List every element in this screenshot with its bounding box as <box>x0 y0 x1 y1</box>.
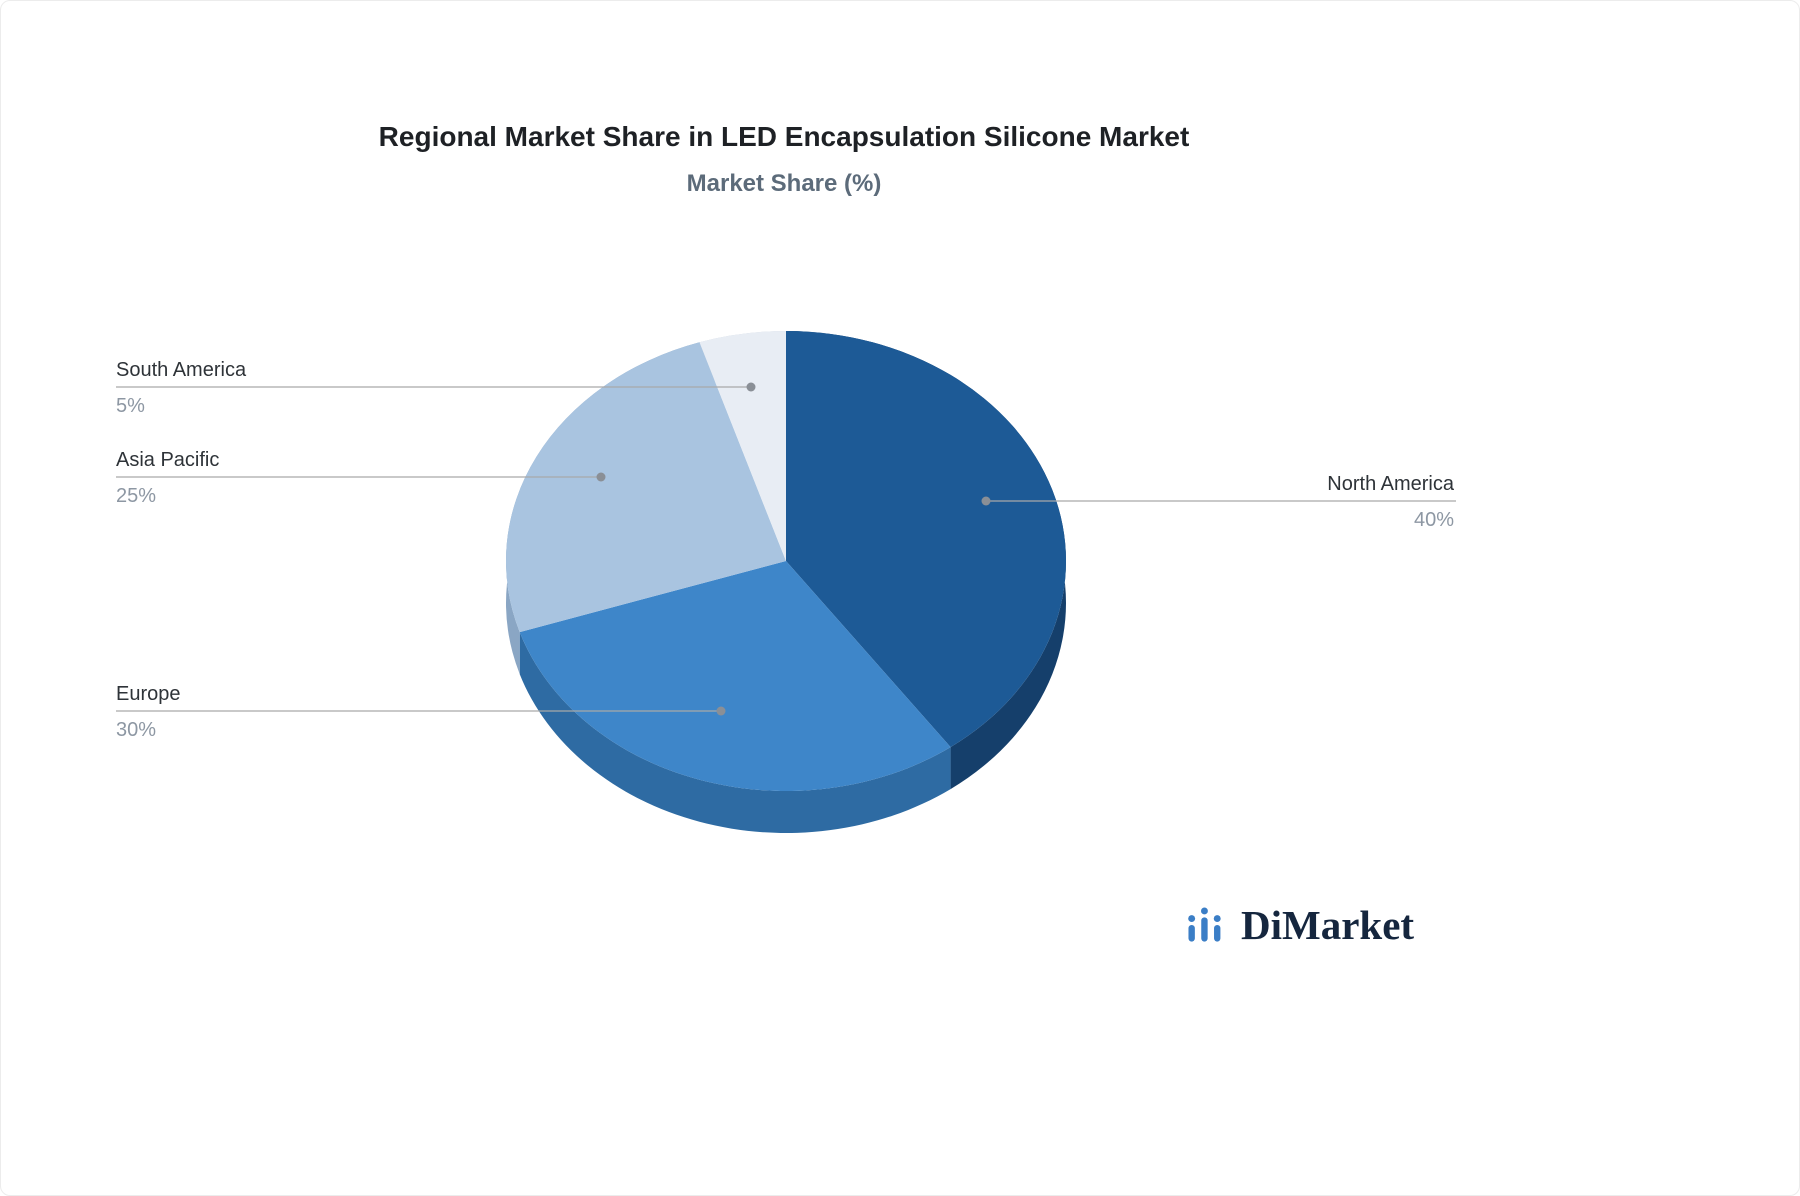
pie-slice-asia-pacific <box>506 342 786 633</box>
slice-label: North America <box>1327 473 1454 495</box>
chart-title: Regional Market Share in LED Encapsulati… <box>378 121 1190 152</box>
slice-label: Europe <box>116 683 181 705</box>
slice-label: Asia Pacific <box>116 449 220 471</box>
callout-south-america: South America 5% <box>116 357 246 420</box>
pie-slice-south-america <box>699 331 786 561</box>
slice-value: 5% <box>116 395 145 417</box>
pie-slice-europe <box>519 561 951 791</box>
pie-slice-north-america <box>786 331 1066 748</box>
pie-slice-side-europe <box>519 632 951 833</box>
dimarket-logo: DiMarket <box>1184 902 1414 948</box>
slice-label: South America <box>116 359 247 381</box>
slice-value: 25% <box>116 485 157 507</box>
slice-value: 30% <box>116 719 157 741</box>
leader-dot-north-america <box>981 496 991 506</box>
brand-name: DiMarket <box>1241 901 1415 948</box>
leader-dot-south-america <box>746 382 756 392</box>
leader-dot-asia-pacific <box>596 472 606 482</box>
bar-chart-logo-icon <box>1188 907 1221 942</box>
slice-value: 40% <box>1413 509 1454 531</box>
callout-north-america: North America 40% <box>1327 471 1454 534</box>
callout-asia-pacific: Asia Pacific 25% <box>116 447 219 510</box>
leader-dot-europe <box>716 706 726 716</box>
chart-subtitle: Market Share (%) <box>686 170 882 197</box>
callout-europe: Europe 30% <box>116 681 181 744</box>
